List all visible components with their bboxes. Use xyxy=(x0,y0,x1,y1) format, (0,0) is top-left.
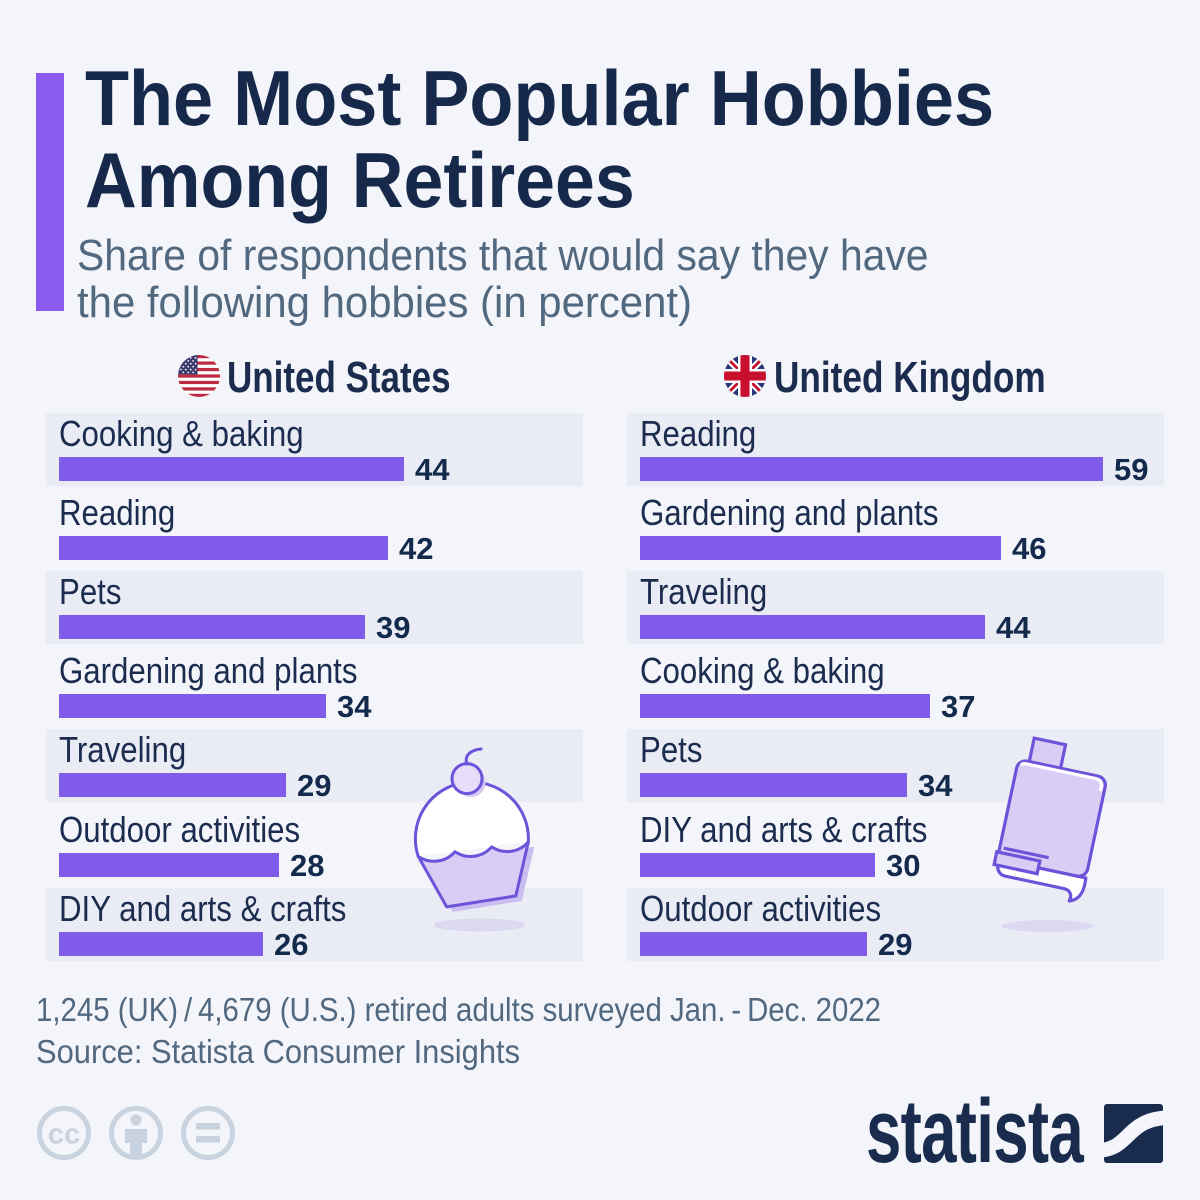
svg-text:cc: cc xyxy=(48,1119,80,1151)
